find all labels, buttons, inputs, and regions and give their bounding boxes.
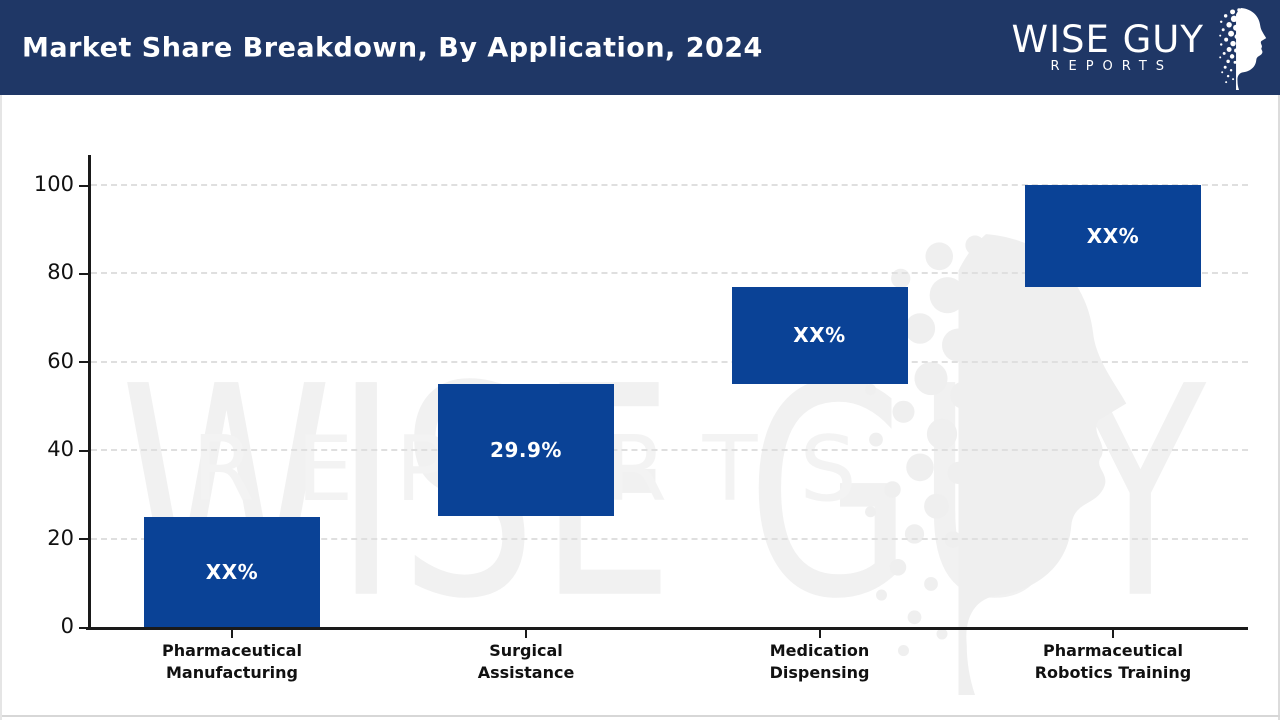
- bar-label: 29.9%: [490, 438, 562, 463]
- category-line: Assistance: [477, 663, 575, 682]
- category-line: Robotics Training: [1034, 663, 1192, 682]
- y-tick-label: 20: [47, 525, 74, 550]
- bar: XX%: [731, 286, 908, 385]
- dotted-head-profile-icon: [1208, 6, 1270, 90]
- plot-area: 0 20 40 60 80 100 XX% 29.9% XX% XX% Pharmaceutical…: [2, 95, 1280, 720]
- y-tick-label: 80: [47, 260, 74, 285]
- y-tick: [79, 184, 88, 187]
- category-line: Pharmaceutical: [1043, 641, 1183, 660]
- y-tick: [79, 538, 88, 541]
- gridline: [91, 449, 1248, 452]
- header-banner: Market Share Breakdown, By Application, …: [0, 0, 1280, 95]
- category-line: Medication: [769, 641, 870, 660]
- logo-text: WISE GUY REPORTS: [1011, 17, 1204, 75]
- logo-brand-text: WISE GUY: [1011, 17, 1204, 61]
- x-tick: [525, 630, 527, 638]
- logo-reports-text: REPORTS: [1050, 59, 1174, 75]
- x-category-label: Surgical Assistance: [381, 640, 671, 684]
- category-line: Manufacturing: [166, 663, 298, 682]
- x-tick: [1112, 630, 1114, 638]
- category-line: Dispensing: [769, 663, 870, 682]
- bottom-rule: [2, 715, 1280, 717]
- gridline: [91, 184, 1248, 186]
- y-tick: [79, 449, 88, 452]
- x-category-label: Pharmaceutical Robotics Training: [968, 640, 1258, 684]
- bar-label: XX%: [1086, 223, 1140, 248]
- y-tick: [79, 272, 88, 275]
- category-line: Surgical: [489, 641, 563, 660]
- y-tick: [79, 626, 88, 629]
- x-axis-line: [86, 627, 1248, 630]
- x-tick: [818, 630, 821, 638]
- bar: XX%: [1025, 185, 1201, 287]
- logo: WISE GUY REPORTS: [1012, 5, 1270, 90]
- y-axis-line: [88, 155, 91, 630]
- x-tick: [231, 630, 233, 638]
- bar: XX%: [144, 516, 320, 627]
- y-tick-label: 0: [60, 614, 74, 638]
- bar-label: XX%: [793, 323, 846, 348]
- bar: 29.9%: [438, 384, 614, 517]
- y-tick-label: 60: [47, 348, 74, 373]
- x-category-label: Medication Dispensing: [675, 640, 965, 684]
- x-category-label: Pharmaceutical Manufacturing: [87, 640, 377, 684]
- bar-label: XX%: [205, 559, 259, 584]
- page-title: Market Share Breakdown, By Application, …: [22, 32, 763, 63]
- y-tick-label: 100: [33, 172, 74, 196]
- y-tick-label: 40: [47, 437, 74, 462]
- chart: WISE GUY REPORTS 020406080100XX%29.9%XX%…: [0, 95, 1280, 720]
- gridline: [91, 272, 1248, 275]
- category-line: Pharmaceutical: [162, 641, 302, 660]
- gridline: [91, 537, 1248, 540]
- y-tick: [79, 361, 88, 364]
- gridline: [91, 360, 1248, 363]
